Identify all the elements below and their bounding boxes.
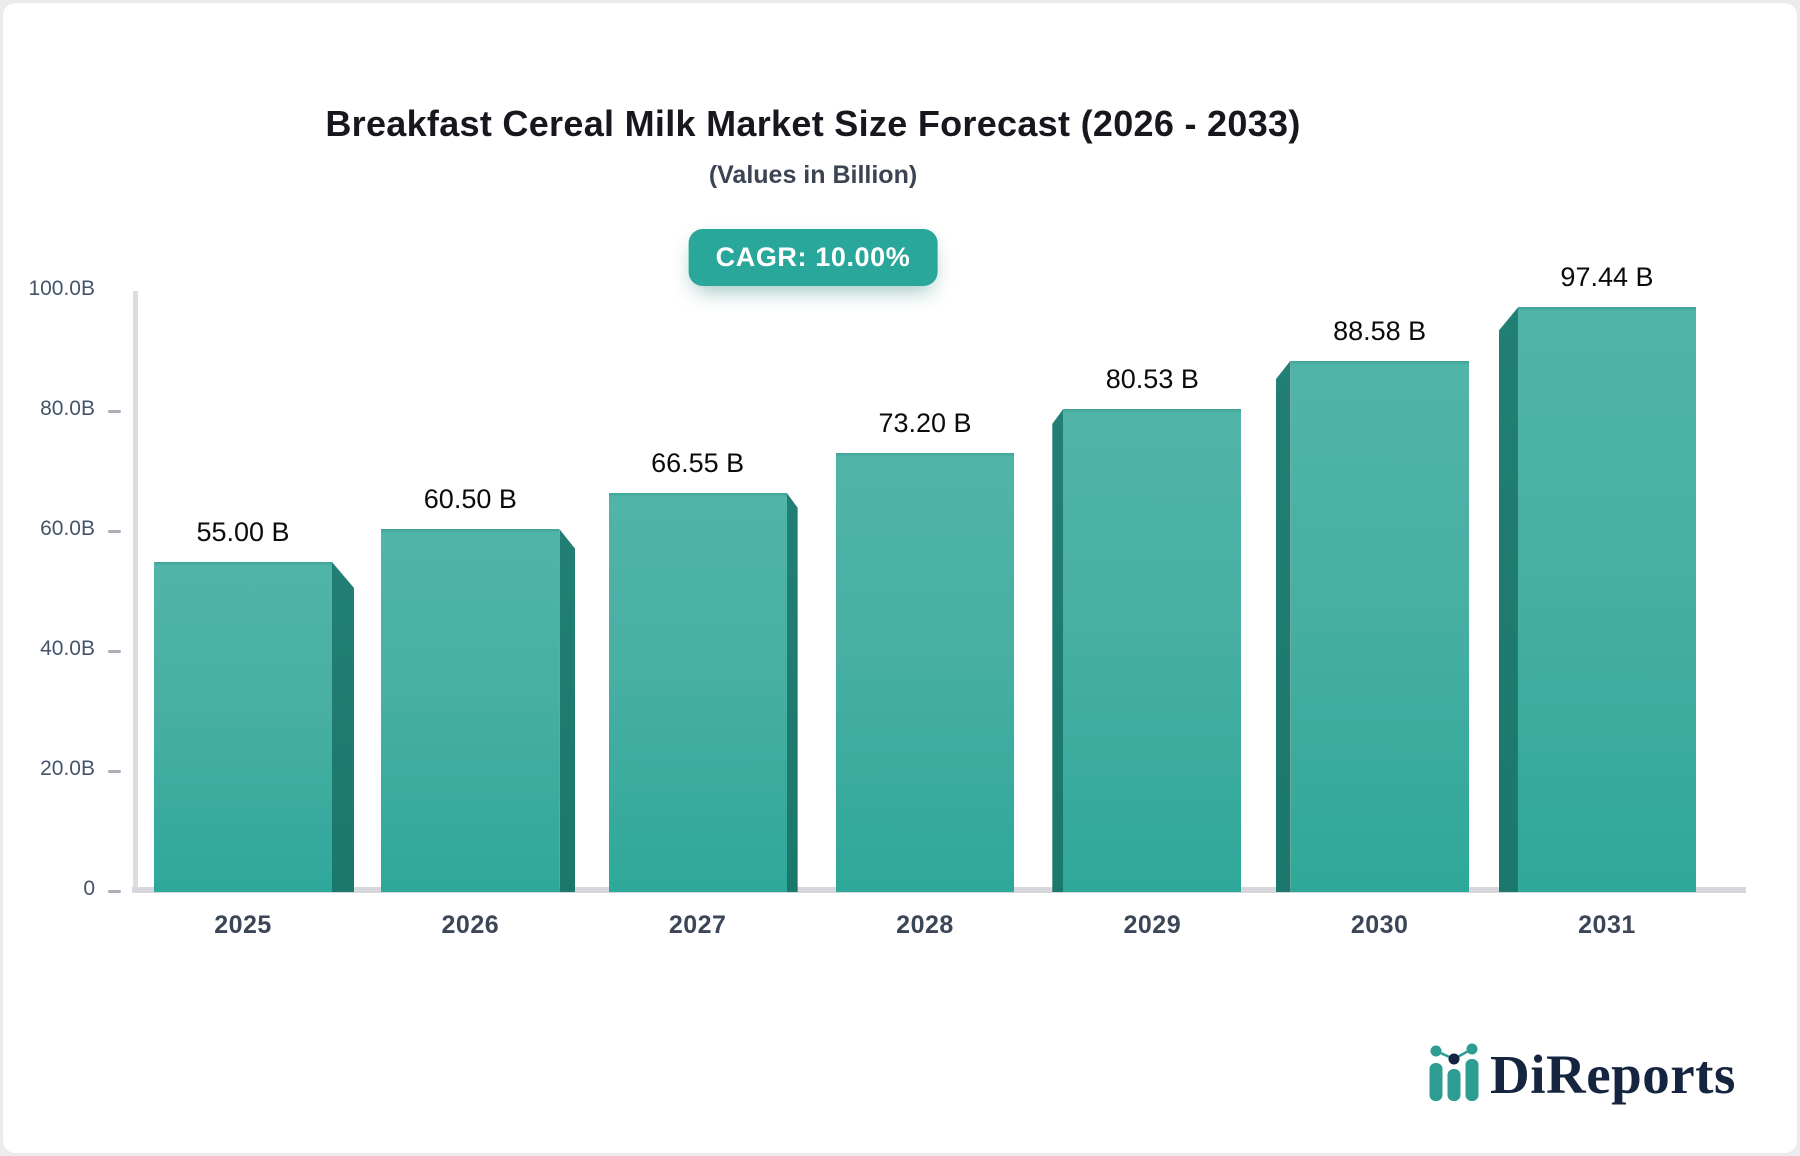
bar-value-label-2029: 80.53 B: [1105, 363, 1199, 394]
bar-value-label-2027: 66.55 B: [651, 447, 745, 478]
bar-2030: [1290, 360, 1469, 892]
bar-value-label-2025: 55.00 B: [196, 517, 290, 547]
x-axis-label-2025: 2025: [214, 911, 272, 939]
bar-3d-side-2025: [332, 562, 354, 892]
bar-3d-side-2029: [1052, 408, 1064, 892]
y-axis-tick: [108, 530, 121, 533]
bar-2026: [381, 529, 560, 892]
bar-2027: [608, 492, 787, 892]
chart-card: Breakfast Cereal Milk Market Size Foreca…: [3, 3, 1797, 1153]
plot-area: 100.0B 80.0B 60.0B 40.0B 20.0B 0 55.00 B 2025 60…: [3, 3, 1797, 1153]
cagr-badge: CAGR: 10.00%: [688, 229, 938, 286]
brand-name: DiReports: [1490, 1044, 1736, 1106]
bar-value-label-2030: 88.58 B: [1333, 315, 1427, 346]
x-axis-label-2026: 2026: [441, 911, 500, 939]
y-axis-tick: [108, 410, 121, 413]
bar-chart-trend-icon: [1429, 1043, 1479, 1101]
bar-value-label-2026: 60.50 B: [423, 484, 517, 514]
x-axis-label-2029: 2029: [1123, 911, 1182, 939]
x-axis-label-2031: 2031: [1578, 911, 1636, 939]
y-axis-line: [133, 291, 138, 891]
bar-3d-side-2027: [786, 492, 798, 892]
bar-3d-side-2026: [559, 529, 576, 892]
y-axis-label: 40.0B: [40, 637, 95, 660]
y-axis-label: 0: [83, 877, 95, 900]
bar-2025: [154, 562, 332, 892]
bar-2028: [835, 452, 1014, 892]
bar-3d-side-2030: [1275, 360, 1291, 892]
bar-3d-side-2031: [1498, 307, 1518, 892]
bar-value-label-2031: 97.44 B: [1560, 262, 1654, 293]
y-axis-label: 100.0B: [28, 277, 95, 300]
x-axis-label-2030: 2030: [1350, 911, 1409, 939]
y-axis-tick: [108, 770, 121, 773]
x-axis-label-2028: 2028: [896, 911, 954, 939]
y-axis-label: 80.0B: [40, 397, 95, 420]
bar-value-label-2028: 73.20 B: [878, 407, 972, 438]
x-axis-label-2027: 2027: [668, 911, 727, 939]
bar-2031: [1517, 307, 1696, 892]
y-axis-label: 20.0B: [40, 757, 95, 780]
direports-logo: DiReports: [1427, 1039, 1736, 1106]
y-axis-label: 60.0B: [40, 517, 95, 540]
y-axis-tick: [108, 890, 121, 893]
bar-2029: [1063, 408, 1242, 892]
y-axis-tick: [108, 650, 121, 653]
